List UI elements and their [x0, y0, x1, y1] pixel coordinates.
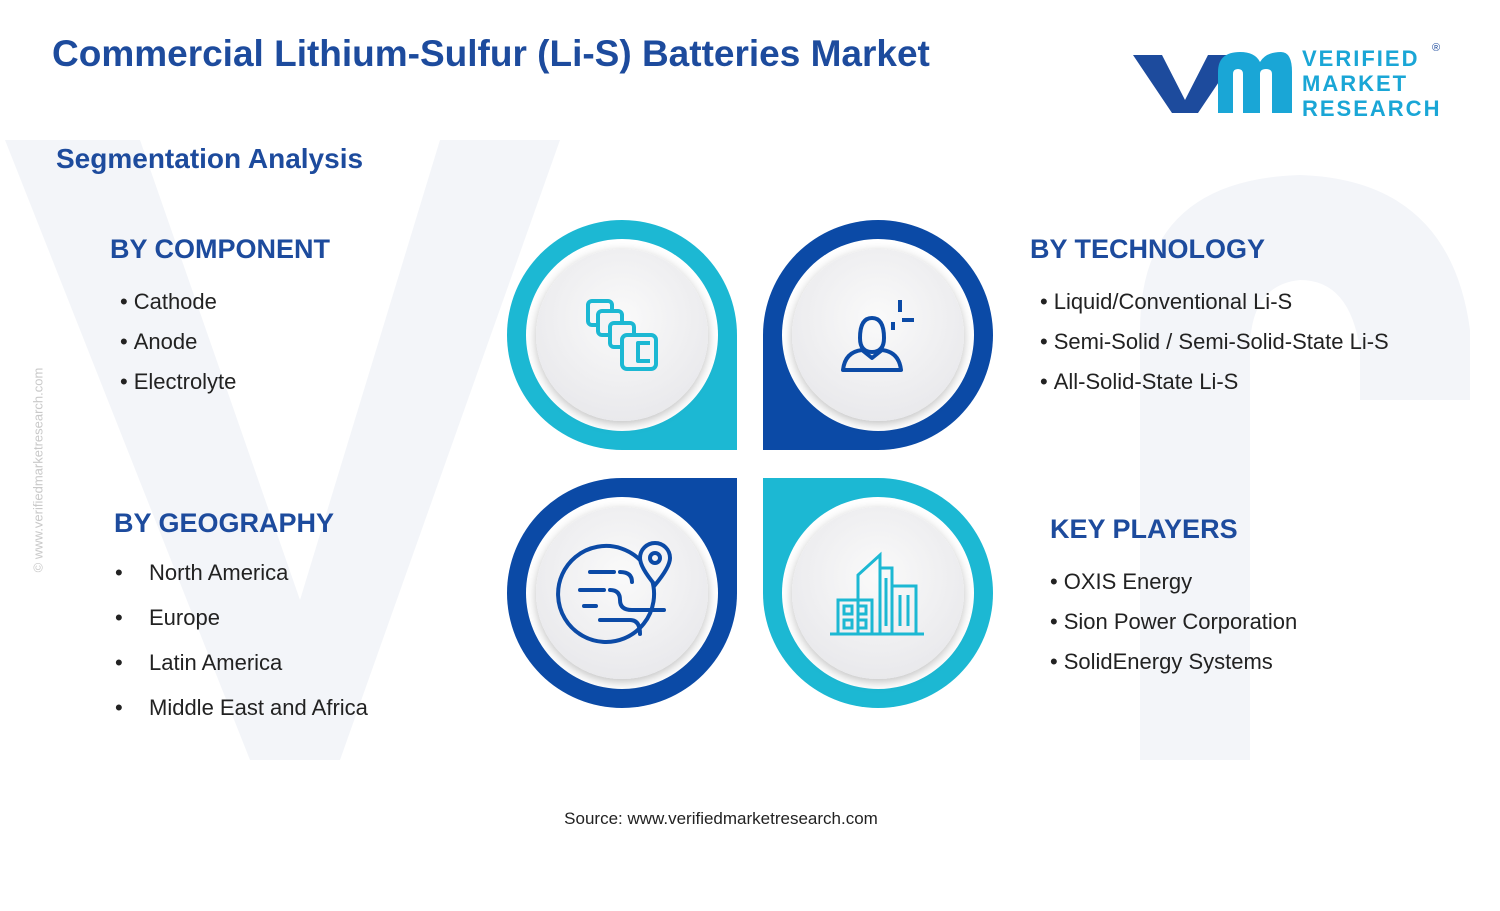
segment-title: KEY PLAYERS: [1050, 514, 1238, 544]
source: Source: www.verifiedmarketresearch.com: [564, 809, 878, 828]
players-icon: [830, 551, 924, 636]
segment-item: Sion Power Corporation: [1050, 609, 1298, 635]
segment-title: BY COMPONENT: [110, 234, 331, 264]
segment-title: BY TECHNOLOGY: [1030, 234, 1266, 264]
segment-item: SolidEnergy Systems: [1050, 649, 1273, 675]
logo-text: RESEARCH: [1302, 96, 1442, 121]
component-icon: [586, 299, 658, 371]
segment-item: OXIS Energy: [1050, 569, 1192, 595]
registered-mark: ®: [1432, 42, 1441, 54]
logo-mark: [1133, 52, 1292, 113]
geography-icon: [556, 541, 673, 644]
segment-title: BY GEOGRAPHY: [114, 508, 335, 538]
technology-icon: [841, 300, 914, 372]
segment-item: Middle East and Africa: [115, 695, 368, 721]
logo-text: MARKET: [1302, 71, 1409, 96]
segment-item: Liquid/Conventional Li-S: [1040, 289, 1293, 315]
segment-item: Semi-Solid / Semi-Solid-State Li-S: [1040, 329, 1389, 355]
segment-item: North America: [115, 560, 288, 586]
title: Commercial Lithium-Sulfur (Li-S) Batteri…: [52, 33, 930, 74]
subtitle: Segmentation Analysis: [56, 143, 364, 174]
watermark: © www.verifiedmarketresearch.com: [30, 367, 46, 573]
logo-text: VERIFIED: [1302, 46, 1420, 71]
inner-circle: [536, 507, 708, 679]
segment-item: Cathode: [120, 289, 217, 315]
segment-item: Electrolyte: [120, 369, 237, 395]
inner-circle: [792, 507, 964, 679]
segment-item: Anode: [120, 329, 198, 355]
inner-circle: [792, 249, 964, 421]
segment-item: All-Solid-State Li-S: [1040, 369, 1239, 395]
segment-item: Europe: [115, 605, 220, 631]
segment-item: Latin America: [115, 650, 282, 676]
